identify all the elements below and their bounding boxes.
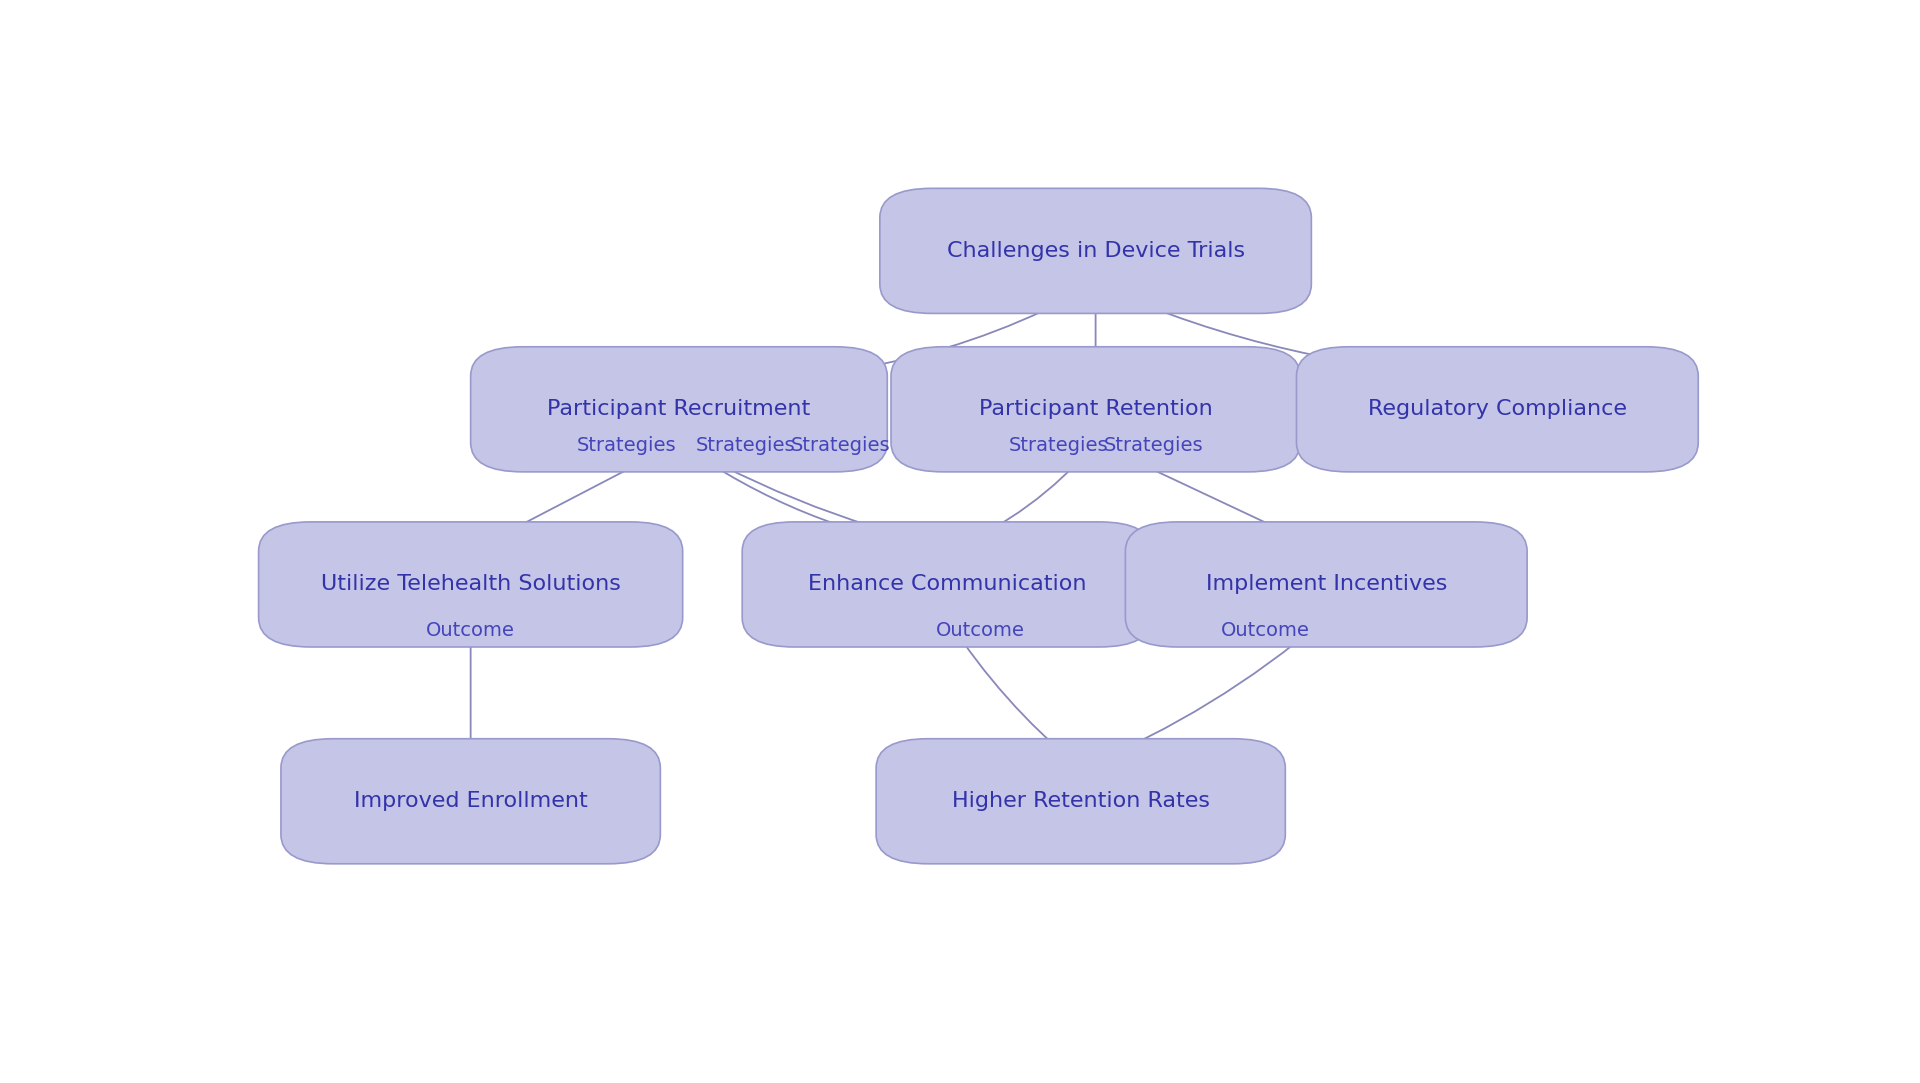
FancyBboxPatch shape xyxy=(280,739,660,864)
FancyBboxPatch shape xyxy=(743,522,1152,647)
Text: Strategies: Strategies xyxy=(1104,435,1204,455)
FancyBboxPatch shape xyxy=(470,347,887,472)
FancyArrowPatch shape xyxy=(474,444,676,549)
Text: Implement Incentives: Implement Incentives xyxy=(1206,574,1448,595)
FancyArrowPatch shape xyxy=(467,621,474,764)
FancyArrowPatch shape xyxy=(950,445,1094,550)
FancyArrowPatch shape xyxy=(948,621,1077,765)
FancyArrowPatch shape xyxy=(1092,287,1100,371)
Text: Challenges in Device Trials: Challenges in Device Trials xyxy=(947,240,1244,261)
Text: Participant Recruitment: Participant Recruitment xyxy=(547,400,810,419)
FancyBboxPatch shape xyxy=(891,347,1300,472)
FancyArrowPatch shape xyxy=(682,444,1321,567)
Text: Strategies: Strategies xyxy=(697,435,795,455)
FancyBboxPatch shape xyxy=(1296,347,1697,472)
Text: Utilize Telehealth Solutions: Utilize Telehealth Solutions xyxy=(321,574,620,595)
FancyArrowPatch shape xyxy=(1098,285,1492,379)
Text: Outcome: Outcome xyxy=(935,622,1025,640)
Text: Strategies: Strategies xyxy=(791,435,891,455)
Text: Enhance Communication: Enhance Communication xyxy=(808,574,1087,595)
Text: Outcome: Outcome xyxy=(426,622,515,640)
FancyBboxPatch shape xyxy=(259,522,684,647)
Text: Improved Enrollment: Improved Enrollment xyxy=(353,792,588,811)
FancyBboxPatch shape xyxy=(1125,522,1526,647)
FancyBboxPatch shape xyxy=(879,188,1311,313)
FancyArrowPatch shape xyxy=(684,286,1092,381)
Text: Higher Retention Rates: Higher Retention Rates xyxy=(952,792,1210,811)
FancyBboxPatch shape xyxy=(876,739,1284,864)
FancyArrowPatch shape xyxy=(1085,619,1325,767)
FancyArrowPatch shape xyxy=(682,444,943,553)
Text: Regulatory Compliance: Regulatory Compliance xyxy=(1367,400,1626,419)
Text: Outcome: Outcome xyxy=(1221,622,1309,640)
FancyArrowPatch shape xyxy=(1098,444,1321,549)
Text: Strategies: Strategies xyxy=(578,435,676,455)
Text: Strategies: Strategies xyxy=(1008,435,1108,455)
Text: Participant Retention: Participant Retention xyxy=(979,400,1212,419)
